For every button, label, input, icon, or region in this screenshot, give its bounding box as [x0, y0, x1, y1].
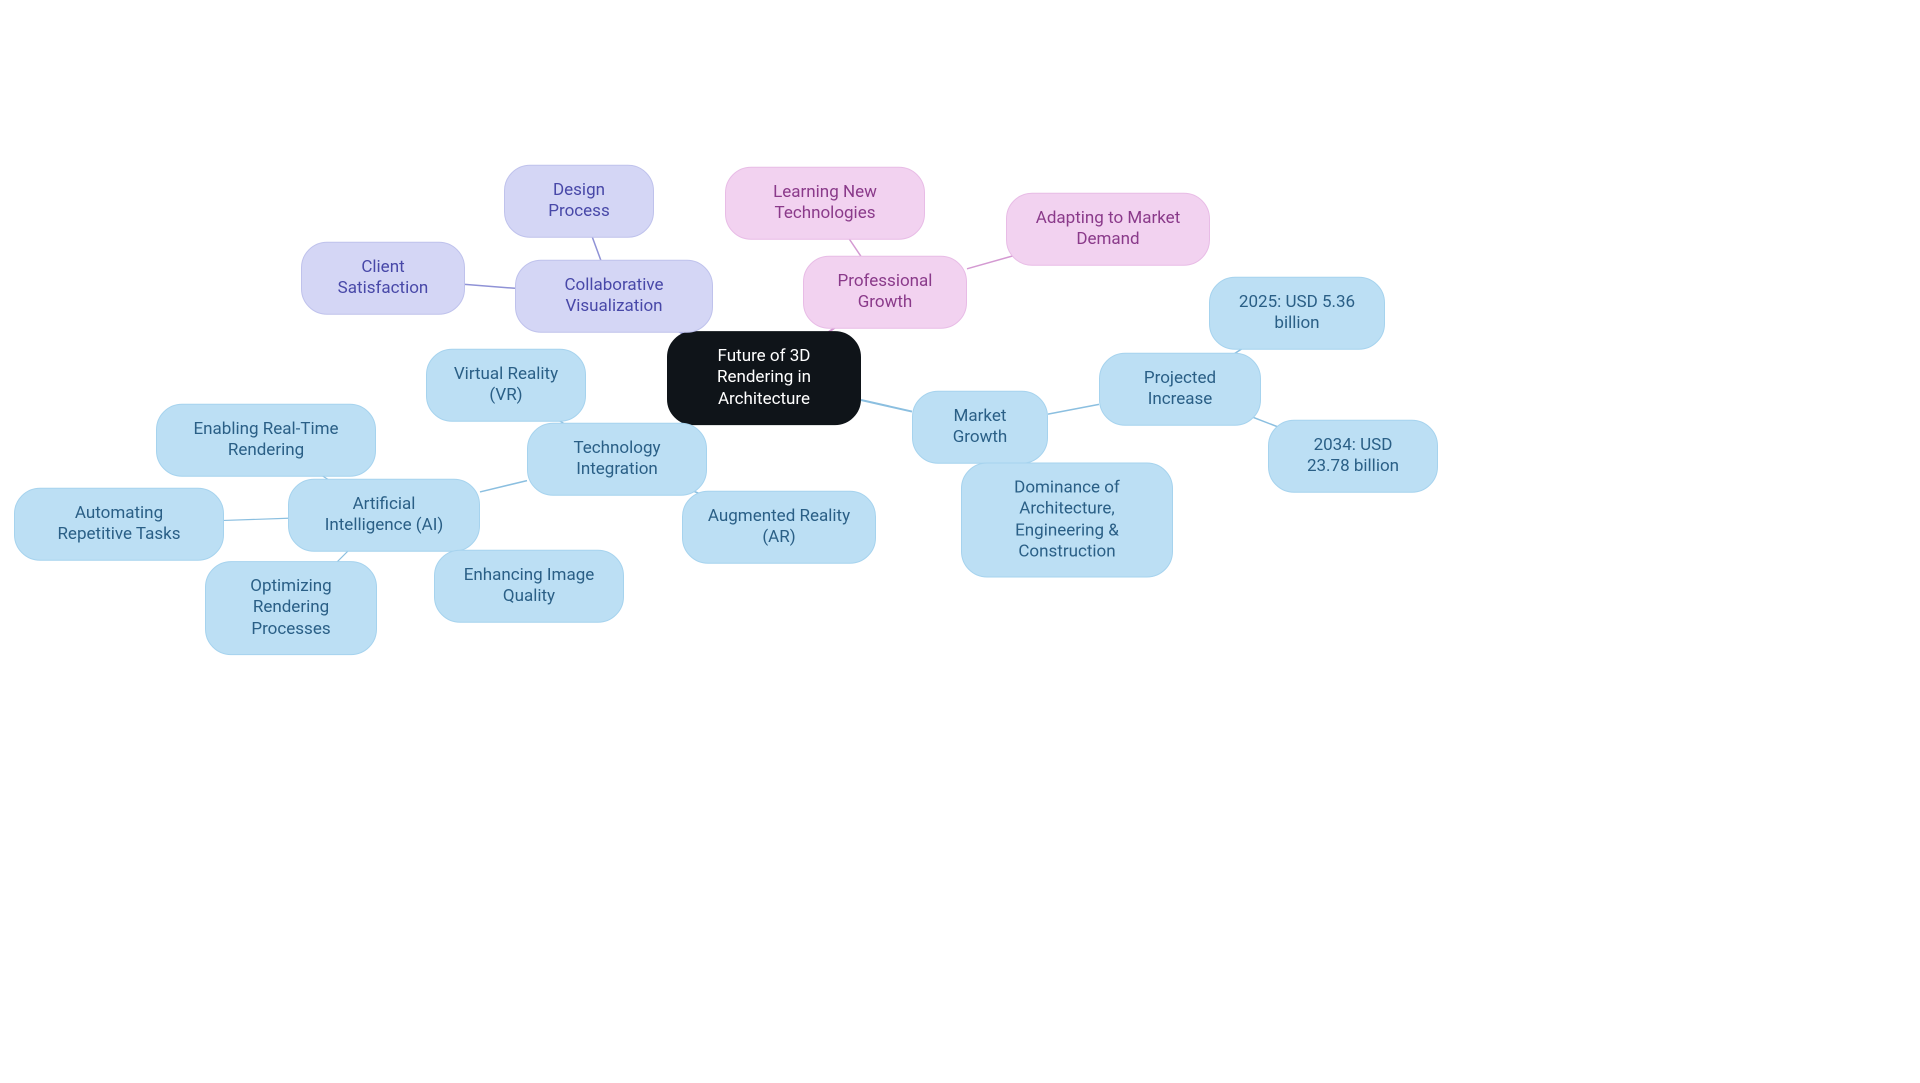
node-learn: Learning New Technologies	[725, 167, 925, 240]
edge-market-proj	[1048, 404, 1099, 414]
node-prof: Professional Growth	[803, 256, 967, 329]
node-rt: Enabling Real-Time Rendering	[156, 404, 376, 477]
node-root: Future of 3D Rendering in Architecture	[667, 331, 861, 425]
edge-prof-adapt	[967, 255, 1016, 269]
edge-layer	[0, 0, 1920, 1083]
mindmap-canvas: Future of 3D Rendering in ArchitectureCo…	[0, 0, 1920, 1083]
node-y2025: 2025: USD 5.36 billion	[1209, 277, 1385, 350]
node-collab: Collaborative Visualization	[515, 260, 713, 333]
node-dom: Dominance of Architecture, Engineering &…	[961, 463, 1173, 578]
node-client: Client Satisfaction	[301, 242, 465, 315]
node-opt: Optimizing Rendering Processes	[205, 561, 377, 655]
node-vr: Virtual Reality (VR)	[426, 349, 586, 422]
node-enh: Enhancing Image Quality	[434, 550, 624, 623]
edge-tech-ai	[480, 481, 527, 492]
node-design: Design Process	[504, 165, 654, 238]
node-proj: Projected Increase	[1099, 353, 1261, 426]
node-auto: Automating Repetitive Tasks	[14, 488, 224, 561]
edge-ai-auto	[224, 518, 288, 520]
edge-root-market	[861, 400, 912, 412]
node-tech: Technology Integration	[527, 423, 707, 496]
node-ai: Artificial Intelligence (AI)	[288, 479, 480, 552]
edge-collab-client	[465, 284, 515, 288]
node-adapt: Adapting to Market Demand	[1006, 193, 1210, 266]
node-ar: Augmented Reality (AR)	[682, 491, 876, 564]
node-y2034: 2034: USD 23.78 billion	[1268, 420, 1438, 493]
node-market: Market Growth	[912, 391, 1048, 464]
